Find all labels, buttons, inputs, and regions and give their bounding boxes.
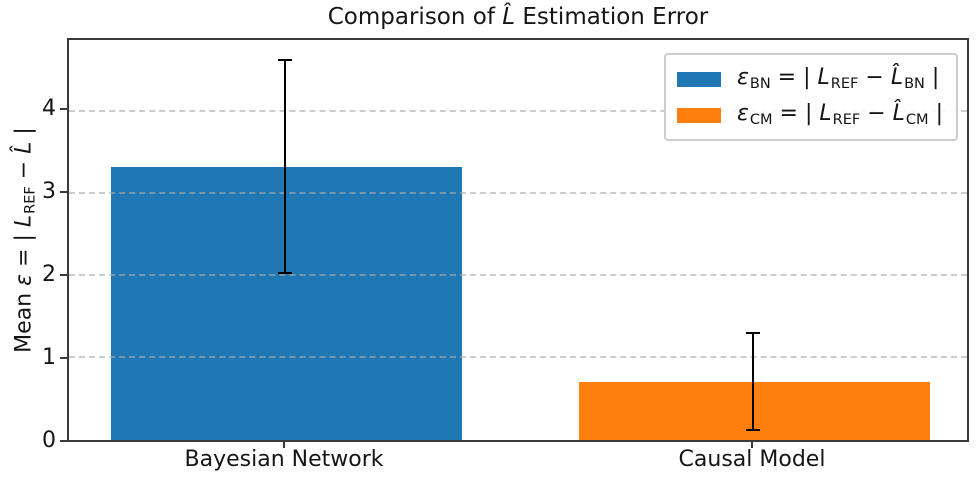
error-bar-bayesian-network: [278, 58, 292, 275]
x-tick-label-causal-model: Causal Model: [678, 447, 826, 472]
y-axis-label: Mean ε = | LREF − L̂ |: [11, 127, 39, 353]
legend-Lhat: L̂: [890, 65, 904, 90]
legend-swatch-cm: [676, 107, 721, 123]
y-tick-mark: [60, 191, 67, 193]
legend-L: L: [819, 101, 832, 126]
legend-Lhat: L̂: [892, 101, 905, 126]
legend-epsilon-sub: BN: [749, 76, 771, 93]
legend-epsilon-sub: CM: [749, 112, 773, 129]
gridline: [69, 191, 967, 194]
legend-close-bar: |: [924, 65, 940, 90]
ylabel-Lhat: L̂: [11, 141, 37, 154]
legend-epsilon: ε: [736, 65, 749, 90]
legend-Lhat-sub: CM: [905, 112, 929, 129]
ylabel-open-bar: |: [11, 227, 37, 242]
legend-label-bn: εBN = | LREF − L̂BN |: [737, 64, 939, 94]
plot-area: εBN = | LREF − L̂BN | εCM = | LREF − L̂C…: [67, 38, 969, 442]
error-bar-cap-bottom: [278, 272, 292, 275]
legend-Lhat-sub: BN: [904, 76, 925, 93]
title-lhat-math: L̂: [502, 4, 516, 30]
title-text-suffix: Estimation Error: [515, 4, 709, 30]
y-tick-label-1: 1: [42, 345, 56, 370]
error-bar-line: [752, 332, 754, 431]
x-tick-mark: [751, 442, 753, 448]
gridline: [69, 273, 967, 276]
y-tick-mark: [60, 108, 67, 110]
ylabel-close-bar: |: [11, 127, 37, 142]
legend-open-bar: |: [803, 65, 818, 90]
title-text: Comparison of: [327, 4, 503, 30]
legend-item-cm: εCM = | LREF − L̂CM |: [676, 97, 943, 133]
y-tick-label-4: 4: [42, 96, 56, 121]
legend-close-bar: |: [928, 101, 943, 126]
legend-L: L: [817, 65, 830, 90]
gridline: [69, 109, 967, 112]
legend-epsilon: ε: [736, 101, 749, 126]
error-bar-cap-bottom: [746, 429, 760, 431]
legend-label-cm: εCM = | LREF − L̂CM |: [737, 100, 943, 130]
legend-L-sub: REF: [830, 76, 859, 93]
y-tick-label-2: 2: [42, 262, 56, 287]
legend-eq: =: [772, 101, 805, 126]
bar-bayesian-network: [111, 166, 462, 440]
x-tick-label-bayesian-network: Bayesian Network: [184, 447, 384, 472]
error-bar-line: [284, 58, 286, 275]
legend-swatch-bn: [676, 71, 721, 87]
y-tick-mark: [60, 274, 67, 276]
legend-L-sub: REF: [832, 112, 861, 129]
legend-open-bar: |: [804, 101, 820, 126]
y-tick-mark: [60, 440, 67, 442]
legend-minus: −: [858, 65, 891, 90]
gridline: [69, 355, 967, 358]
legend-minus: −: [860, 101, 893, 126]
y-tick-label-3: 3: [42, 179, 56, 204]
legend: εBN = | LREF − L̂BN | εCM = | LREF − L̂C…: [663, 53, 958, 141]
ylabel-L: L: [11, 214, 37, 228]
error-bar-causal-model: [746, 332, 760, 431]
ylabel-prefix: Mean: [11, 285, 37, 353]
chart-title: Comparison of L̂ Estimation Error: [328, 4, 709, 30]
legend-item-bn: εBN = | LREF − L̂BN |: [676, 61, 943, 97]
y-tick-mark: [60, 357, 67, 359]
y-tick-label-0: 0: [42, 428, 56, 453]
x-tick-mark: [283, 442, 285, 448]
legend-eq: =: [770, 65, 804, 90]
